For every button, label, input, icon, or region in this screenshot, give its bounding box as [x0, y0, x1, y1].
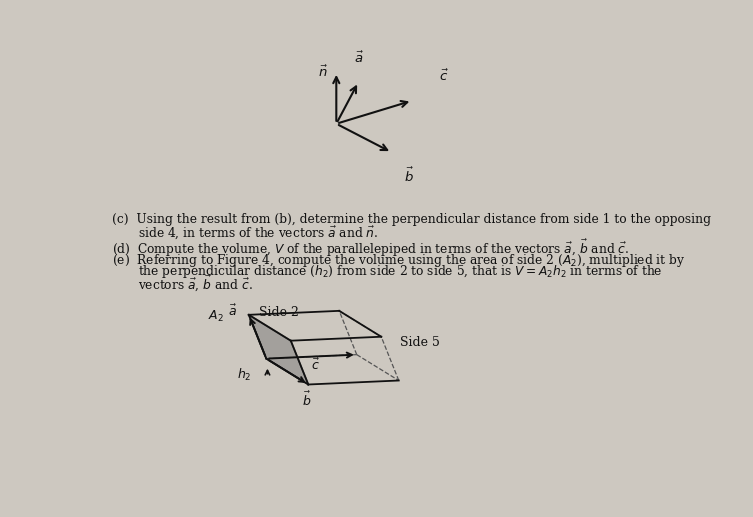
Text: (c)  Using the result from (b), determine the perpendicular distance from side 1: (c) Using the result from (b), determine…	[111, 214, 711, 226]
Text: Side 2: Side 2	[259, 306, 299, 319]
Text: $\vec{c}$: $\vec{c}$	[311, 358, 320, 373]
Text: $\vec{n}$: $\vec{n}$	[319, 64, 328, 80]
Text: side 4, in terms of the vectors $\vec{a}$ and $\vec{n}$.: side 4, in terms of the vectors $\vec{a}…	[138, 224, 378, 241]
Text: $\vec{a}$: $\vec{a}$	[227, 304, 237, 320]
Text: $\vec{b}$: $\vec{b}$	[303, 390, 312, 409]
Text: $\vec{c}$: $\vec{c}$	[440, 69, 449, 84]
Text: vectors $\vec{a}$, $\vec{b}$ and $\vec{c}$.: vectors $\vec{a}$, $\vec{b}$ and $\vec{c…	[138, 274, 253, 293]
Text: $\vec{b}$: $\vec{b}$	[404, 166, 414, 185]
Text: $h_2$: $h_2$	[237, 367, 252, 383]
Text: the perpendicular distance ($h_2$) from side 2 to side 5, that is $V = A_2h_2$ i: the perpendicular distance ($h_2$) from …	[138, 263, 663, 280]
Text: (d)  Compute the volume, $V$ of the parallelepiped in terms of the vectors $\vec: (d) Compute the volume, $V$ of the paral…	[111, 238, 629, 259]
Polygon shape	[248, 315, 308, 385]
Text: Side 5: Side 5	[400, 336, 440, 349]
Text: (e)  Referring to Figure 4, compute the volume using the area of side 2 ($A_2$),: (e) Referring to Figure 4, compute the v…	[111, 252, 685, 268]
Text: $\vec{a}$: $\vec{a}$	[353, 50, 364, 66]
Text: $A_2$: $A_2$	[209, 309, 224, 324]
